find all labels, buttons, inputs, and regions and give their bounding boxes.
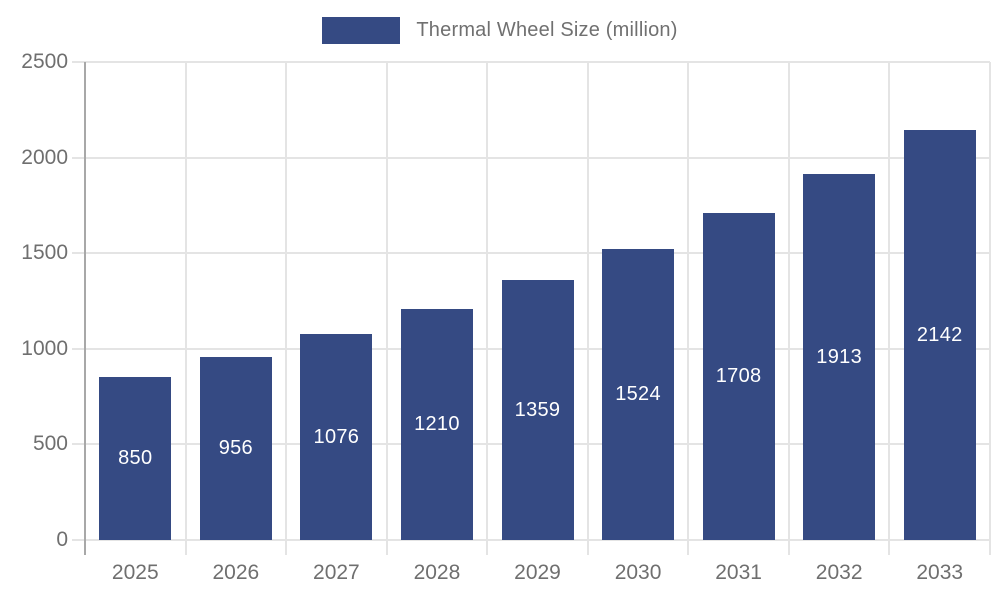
bar-value-label: 1210 bbox=[414, 412, 460, 435]
x-tick-label: 2032 bbox=[815, 561, 863, 584]
x-gridline bbox=[486, 62, 489, 555]
y-gridline bbox=[72, 539, 990, 541]
y-tick-label: 500 bbox=[32, 432, 68, 456]
bar-value-label: 1076 bbox=[313, 425, 360, 448]
plot-area: 850 956 1076 1210 1359 1524 1708 1913 2142 bbox=[72, 61, 991, 555]
bar-value-label: 1913 bbox=[816, 345, 862, 368]
x-axis-labels: 2025 2026 2027 2028 2029 2030 2031 2032 2033 bbox=[85, 562, 990, 592]
bar: 1076 bbox=[300, 334, 373, 540]
y-axis-labels: 0 500 1000 1500 2000 2500 bbox=[0, 51, 68, 550]
bar-value-label: 1524 bbox=[615, 382, 661, 405]
x-gridline bbox=[586, 62, 589, 555]
x-gridline bbox=[385, 62, 388, 555]
bar-value-label: 850 bbox=[118, 447, 153, 470]
bar-value-label: 2142 bbox=[916, 323, 963, 346]
legend: Thermal Wheel Size (million) bbox=[0, 17, 1000, 44]
bar: 1913 bbox=[803, 174, 876, 540]
bar: 1524 bbox=[602, 248, 675, 540]
x-tick-label: 2027 bbox=[313, 561, 360, 584]
x-gridline bbox=[787, 62, 790, 555]
x-tick-label: 2031 bbox=[715, 561, 762, 584]
y-tick-label: 1500 bbox=[21, 241, 68, 265]
x-gridline bbox=[687, 62, 690, 555]
bar: 1708 bbox=[702, 213, 775, 540]
x-tick-label: 2025 bbox=[111, 561, 159, 584]
y-tick-label: 2000 bbox=[21, 145, 68, 169]
x-gridline bbox=[989, 62, 991, 555]
y-gridline bbox=[72, 156, 990, 159]
x-gridline bbox=[184, 62, 187, 555]
y-gridline bbox=[72, 252, 990, 255]
y-gridline bbox=[72, 61, 990, 63]
legend-swatch bbox=[322, 17, 401, 44]
x-tick-label: 2033 bbox=[916, 561, 964, 584]
x-tick-label: 2030 bbox=[614, 561, 662, 584]
x-tick-label: 2028 bbox=[413, 561, 461, 584]
x-tick-label: 2026 bbox=[212, 561, 260, 584]
y-tick-label: 0 bbox=[56, 528, 68, 551]
bar: 2142 bbox=[903, 130, 976, 540]
bar: 1359 bbox=[501, 280, 574, 540]
legend-label: Thermal Wheel Size (million) bbox=[416, 19, 678, 41]
y-axis-line bbox=[84, 62, 86, 555]
bar-value-label: 956 bbox=[218, 437, 253, 460]
bar-value-label: 1359 bbox=[514, 398, 561, 421]
bar: 850 bbox=[99, 377, 172, 540]
x-gridline bbox=[285, 62, 288, 555]
bar: 956 bbox=[199, 357, 272, 540]
x-gridline bbox=[888, 62, 891, 555]
bar: 1210 bbox=[400, 308, 473, 540]
x-tick-label: 2029 bbox=[514, 561, 561, 584]
y-tick-label: 2500 bbox=[21, 50, 68, 73]
y-tick-label: 1000 bbox=[21, 336, 68, 360]
bar-value-label: 1708 bbox=[715, 365, 762, 388]
